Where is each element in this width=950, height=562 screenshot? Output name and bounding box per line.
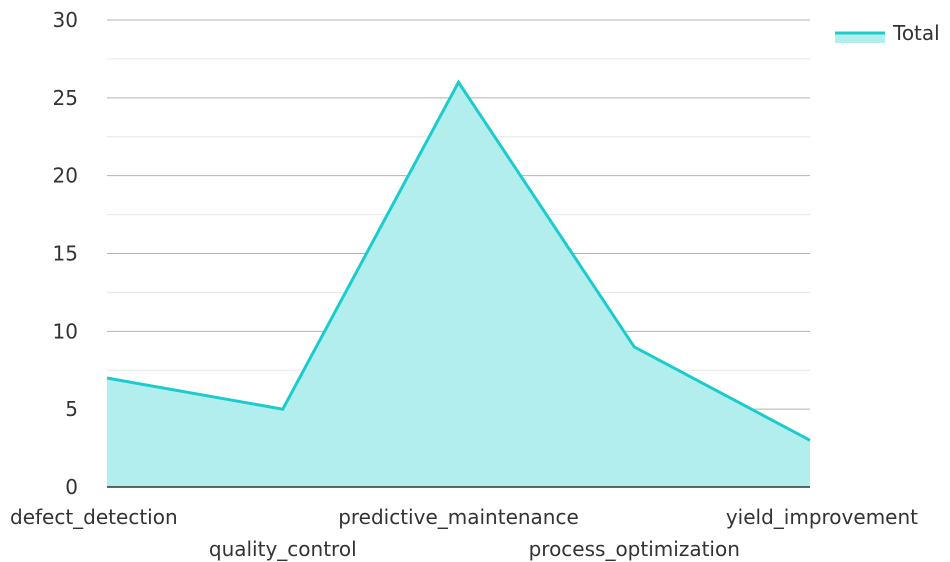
x-tick-label: process_optimization: [529, 537, 740, 561]
x-tick-label: quality_control: [209, 537, 357, 561]
x-tick-label: predictive_maintenance: [338, 505, 579, 529]
x-tick-label: defect_detection: [10, 505, 178, 529]
series-area-fill: [107, 82, 810, 488]
y-tick-label: 30: [53, 8, 78, 32]
y-tick-label: 0: [65, 475, 78, 499]
y-tick-label: 25: [53, 86, 78, 110]
x-tick-labels: defect_detection quality_control predictiv…: [10, 505, 918, 561]
series-area-layer: [106, 79, 811, 488]
y-tick-label: 20: [53, 164, 78, 188]
y-tick-label: 5: [65, 397, 78, 421]
y-tick-labels: 0 5 10 15 20 25 30: [53, 8, 78, 499]
y-tick-label: 15: [53, 242, 78, 266]
legend-swatch-fill: [835, 33, 885, 43]
legend-label: Total: [892, 21, 940, 45]
legend: Total: [835, 21, 940, 45]
y-tick-label: 10: [53, 319, 78, 343]
x-tick-label: yield_improvement: [726, 505, 918, 529]
